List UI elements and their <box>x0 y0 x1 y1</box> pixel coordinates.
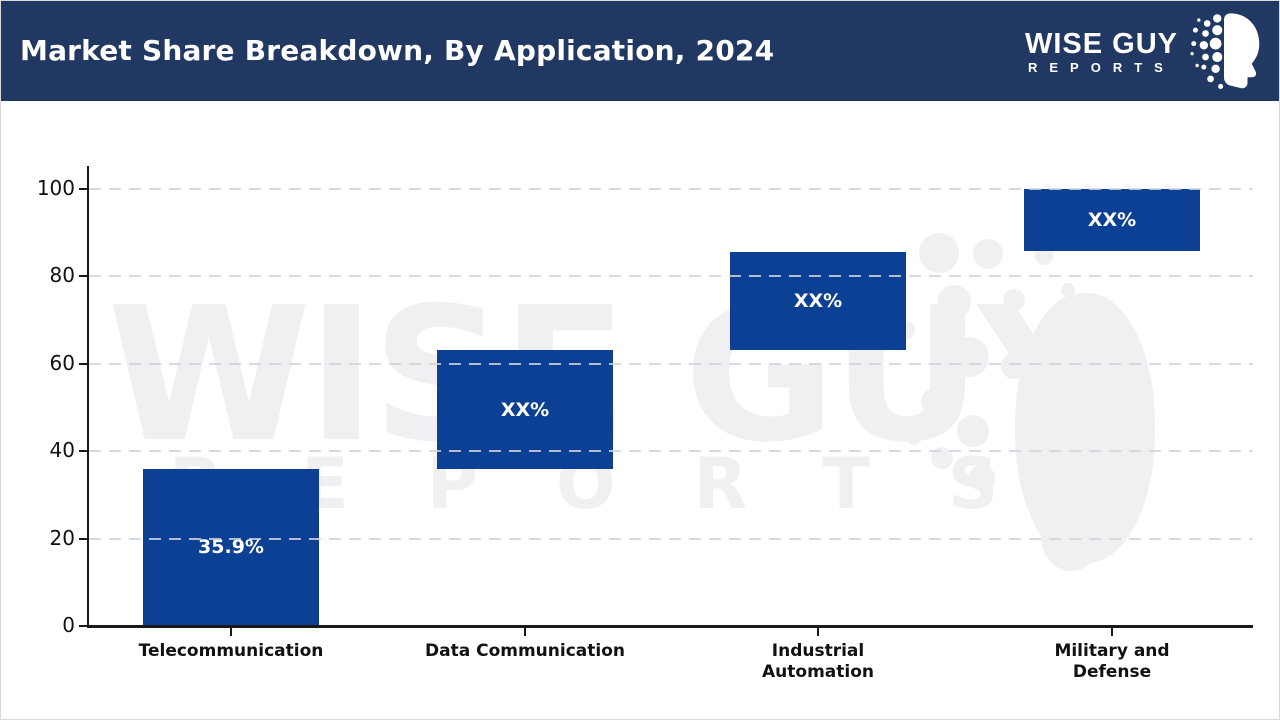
chart-area: WISE GUY REPORTS 35.9% XX% XX% XX% 0 20 40 60 8… <box>1 101 1279 719</box>
x-category-label: Military and Defense <box>1054 641 1170 682</box>
bar-value-label: 35.9% <box>198 536 264 559</box>
y-tick-label: 100 <box>36 175 75 200</box>
x-tick-mark <box>817 628 819 636</box>
logo-wordmark: WISE GUY REPORTS <box>1025 29 1178 75</box>
y-tick-label: 0 <box>62 613 75 637</box>
y-tick-mark <box>79 625 87 627</box>
bar-segment: XX% <box>730 251 906 351</box>
y-tick-mark <box>79 362 87 365</box>
gridlines-layer <box>1 101 1279 719</box>
bar-value-label: XX% <box>1087 208 1137 231</box>
y-tick-mark <box>79 275 87 277</box>
chart-title: Market Share Breakdown, By Application, … <box>20 34 775 67</box>
gridline <box>89 537 1253 540</box>
y-axis: 0 20 40 60 80 100 <box>1 101 1279 719</box>
y-tick-mark <box>79 537 87 540</box>
y-tick-label: 80 <box>49 263 75 287</box>
y-tick-mark <box>79 187 87 190</box>
bar-value-label: XX% <box>500 398 550 421</box>
y-tick-mark <box>79 450 87 452</box>
y-tick-label: 20 <box>49 525 75 550</box>
gridline <box>89 187 1253 190</box>
gridline <box>89 275 1253 277</box>
bar-segment: XX% <box>1024 188 1200 252</box>
header-bar: Market Share Breakdown, By Application, … <box>1 1 1279 101</box>
gridline <box>89 362 1253 365</box>
bars-layer: 35.9% XX% XX% XX% <box>1 101 1279 719</box>
logo-wordmark-line1: WISE GUY <box>1024 27 1178 60</box>
bar-value-label: XX% <box>793 290 843 313</box>
x-category-label: Industrial Automation <box>762 641 874 682</box>
x-tick-mark <box>524 628 526 636</box>
x-category-label: Data Communication <box>425 641 625 661</box>
wise-guy-logo: WISE GUY REPORTS <box>1025 9 1266 95</box>
wise-guy-head-icon <box>1190 12 1260 89</box>
gridline <box>89 450 1253 452</box>
x-tick-mark <box>1111 628 1113 636</box>
x-axis-line <box>87 625 1253 628</box>
x-tick-mark <box>230 628 232 636</box>
y-tick-label: 40 <box>49 438 75 462</box>
logo-wordmark-line2: REPORTS <box>1027 59 1175 75</box>
bar-segment: 35.9% <box>143 468 319 626</box>
x-axis: Telecommunication Data Communication Indus… <box>1 101 1279 719</box>
x-category-label: Telecommunication <box>138 641 324 661</box>
y-axis-line <box>87 166 89 628</box>
bar-segment: XX% <box>437 350 613 469</box>
y-tick-label: 60 <box>49 350 75 375</box>
